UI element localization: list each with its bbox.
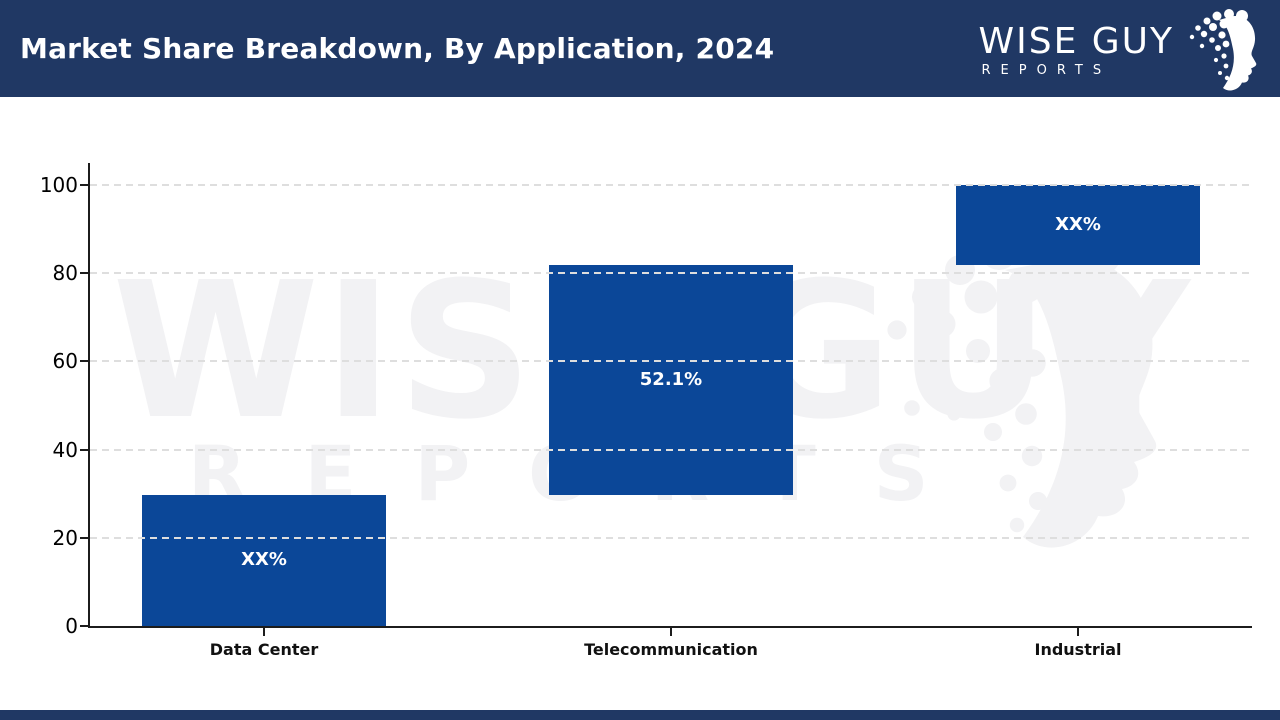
bar-data-center — [142, 494, 386, 626]
x-tick-mark — [1077, 628, 1079, 636]
y-tick-mark — [80, 536, 88, 539]
header: Market Share Breakdown, By Application, … — [0, 0, 1280, 97]
bar-value-label: XX% — [241, 549, 287, 571]
bar-value-label: 52.1% — [639, 368, 703, 390]
category-label-telecommunication: Telecommunication — [584, 640, 758, 659]
bar-telecommunication — [549, 264, 793, 495]
y-tick-label: 40 — [52, 437, 78, 462]
y-tick-mark — [80, 625, 88, 627]
y-tick-label: 80 — [52, 261, 78, 286]
logo-wordmark: WISE GUY REPORTS — [979, 22, 1175, 78]
watermark-face-icon — [887, 222, 1157, 548]
y-tick-mark — [80, 184, 88, 186]
y-axis-line — [88, 163, 90, 628]
y-tick-label: 100 — [39, 173, 78, 197]
y-tick-label: 20 — [52, 525, 78, 550]
gridline-y40 — [90, 448, 1252, 451]
y-tick-label: 0 — [65, 614, 78, 638]
bar-industrial — [956, 185, 1200, 265]
logo-wordmark-line1: WISE GUY — [978, 21, 1174, 63]
x-tick-mark — [670, 628, 672, 636]
y-tick-mark — [80, 272, 88, 275]
y-tick-mark — [80, 448, 88, 451]
bar-value-label: XX% — [1055, 213, 1101, 235]
category-label-data-center: Data Center — [209, 640, 319, 659]
gridline-y60 — [90, 360, 1252, 363]
category-label-industrial: Industrial — [1034, 640, 1122, 659]
gridline-y20 — [90, 536, 1252, 539]
y-tick-mark — [80, 360, 88, 363]
y-tick-label: 60 — [52, 349, 78, 374]
x-tick-mark — [263, 628, 265, 636]
x-axis-line — [88, 626, 1252, 628]
logo-wordmark-line2: REPORTS — [981, 62, 1112, 78]
gridline-y100 — [90, 184, 1252, 186]
footer-bar — [0, 710, 1280, 720]
page-title: Market Share Breakdown, By Application, … — [20, 32, 775, 65]
logo-face-icon — [1189, 9, 1257, 91]
gridline-y80 — [90, 272, 1252, 275]
wise-guy-logo: WISE GUY REPORTS — [979, 8, 1265, 92]
